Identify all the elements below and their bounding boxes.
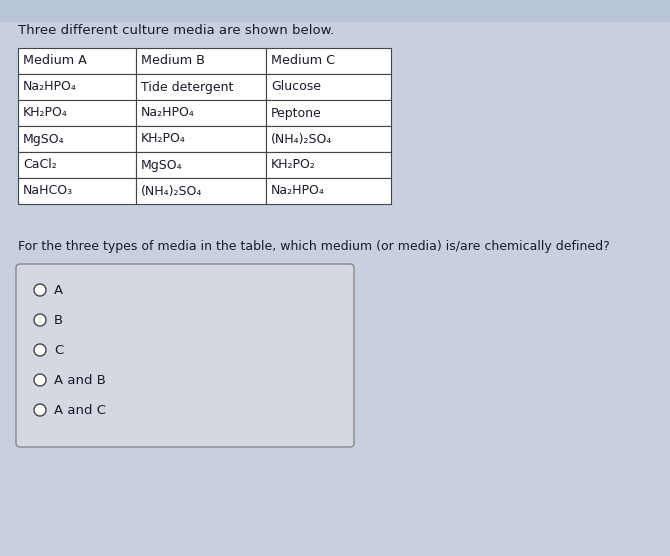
- Bar: [136, 48, 266, 74]
- Circle shape: [34, 314, 46, 326]
- Bar: [18, 152, 136, 178]
- Bar: [266, 100, 391, 126]
- Bar: [266, 152, 391, 178]
- Bar: [266, 126, 391, 152]
- Text: NaHCO₃: NaHCO₃: [23, 185, 73, 197]
- Circle shape: [34, 344, 46, 356]
- Text: Peptone: Peptone: [271, 107, 322, 120]
- Text: Na₂HPO₄: Na₂HPO₄: [141, 107, 195, 120]
- Text: Na₂HPO₄: Na₂HPO₄: [23, 81, 77, 93]
- Bar: [266, 48, 391, 74]
- Bar: [18, 126, 136, 152]
- Text: A and B: A and B: [54, 374, 106, 386]
- Text: Glucose: Glucose: [271, 81, 321, 93]
- Text: Tide detergent: Tide detergent: [141, 81, 233, 93]
- Text: MgSO₄: MgSO₄: [141, 158, 183, 171]
- Text: C: C: [54, 344, 63, 356]
- Text: For the three types of media in the table, which medium (or media) is/are chemic: For the three types of media in the tabl…: [18, 240, 610, 253]
- Text: KH₂PO₄: KH₂PO₄: [141, 132, 186, 146]
- Bar: [0, 0, 670, 22]
- Bar: [136, 152, 266, 178]
- Text: Medium C: Medium C: [271, 54, 335, 67]
- Circle shape: [34, 404, 46, 416]
- Bar: [136, 178, 266, 204]
- Bar: [18, 48, 136, 74]
- Circle shape: [34, 374, 46, 386]
- Text: Medium A: Medium A: [23, 54, 87, 67]
- Text: MgSO₄: MgSO₄: [23, 132, 64, 146]
- Bar: [18, 100, 136, 126]
- Text: A: A: [54, 284, 63, 296]
- Text: KH₂PO₂: KH₂PO₂: [271, 158, 316, 171]
- Bar: [266, 178, 391, 204]
- Bar: [266, 74, 391, 100]
- Bar: [136, 126, 266, 152]
- Text: CaCl₂: CaCl₂: [23, 158, 57, 171]
- Text: KH₂PO₄: KH₂PO₄: [23, 107, 68, 120]
- Bar: [18, 178, 136, 204]
- Text: Medium B: Medium B: [141, 54, 205, 67]
- Text: Three different culture media are shown below.: Three different culture media are shown …: [18, 23, 334, 37]
- Text: (NH₄)₂SO₄: (NH₄)₂SO₄: [141, 185, 202, 197]
- Text: Na₂HPO₄: Na₂HPO₄: [271, 185, 325, 197]
- Bar: [136, 74, 266, 100]
- Text: B: B: [54, 314, 63, 326]
- Circle shape: [34, 284, 46, 296]
- FancyBboxPatch shape: [16, 264, 354, 447]
- Text: (NH₄)₂SO₄: (NH₄)₂SO₄: [271, 132, 332, 146]
- Text: A and C: A and C: [54, 404, 106, 416]
- Bar: [18, 74, 136, 100]
- Bar: [136, 100, 266, 126]
